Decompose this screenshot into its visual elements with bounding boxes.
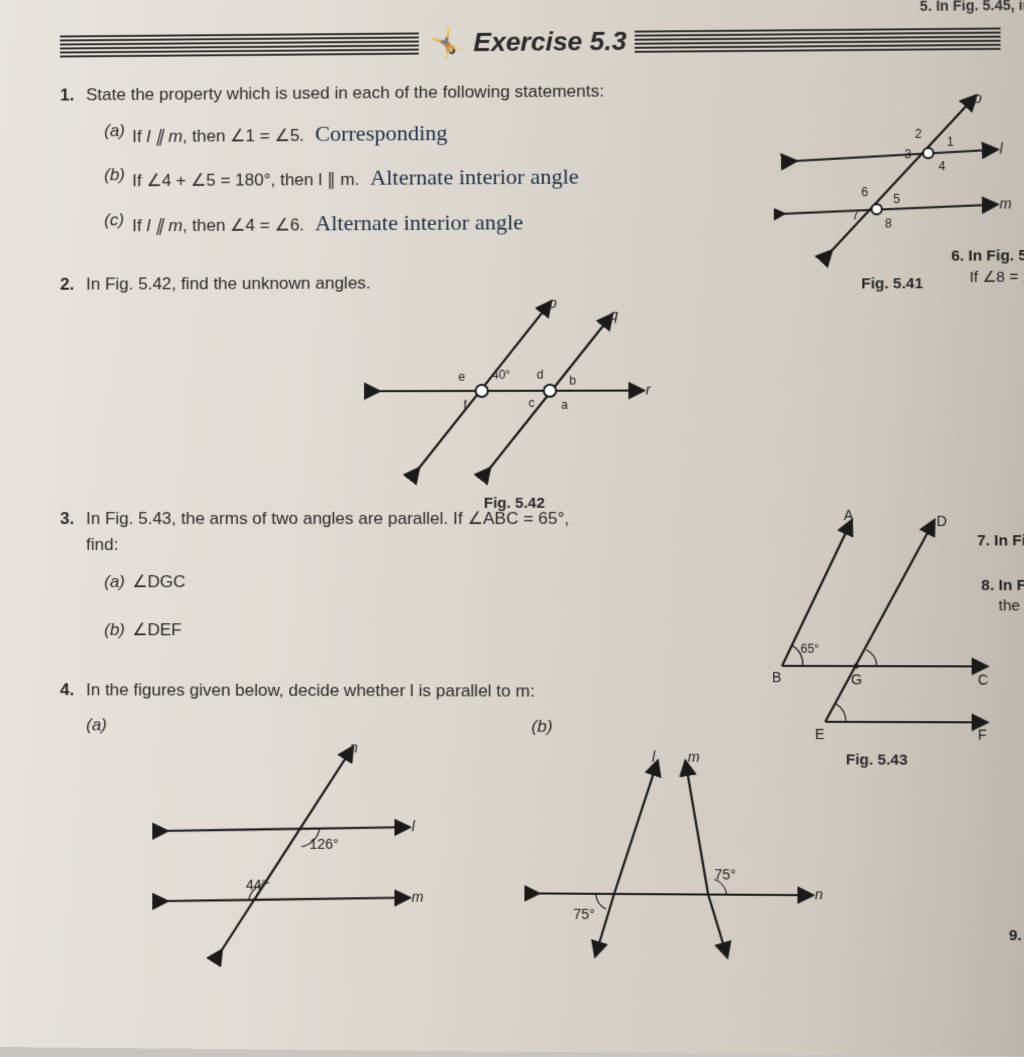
f543-E: E [815,726,825,742]
figure-5-43: A D B G C E F 65° Fig. 5.43 [753,504,1000,753]
q3b-text: ∠DEF [132,620,181,639]
q3-stem-post: find: [86,535,118,554]
q1a-mid: , then ∠1 = ∠5. [183,126,305,146]
frag-6b: If ∠8 = 13 [969,267,1024,286]
page-top-fragment: 5. In Fig. 5.45, in [920,0,1024,14]
q1a-handwriting: Corresponding [315,120,447,146]
q1b-text: If ∠4 + ∠5 = 180°, then l ∥ m. [132,170,359,190]
q1b-label: (b) [104,163,125,190]
page: 5. In Fig. 5.45, in 🤸 Exercise 5.3 State… [0,0,1024,1057]
figure-4b: l m n 75° 75° [524,747,831,971]
f4b-m: m [688,749,700,765]
f542-b: b [569,374,576,388]
f541-2: 2 [915,127,922,141]
frag-8a: 8. In Fig [981,577,1024,594]
f541-7: 7 [852,208,859,222]
f542-r: r [646,381,652,397]
q4-stem: In the figures given below, decide wheth… [86,681,535,701]
q1a-label: (a) [104,118,125,145]
q1-subitems: (a) If l ∥ m, then ∠1 = ∠5. Correspondin… [86,114,735,241]
f543-D: D [937,513,947,529]
figure-5-42: p q r e 40° f d b c a Fig. 5.42 [362,287,667,490]
q3a-text: ∠DGC [132,572,185,591]
f541-6: 6 [861,185,868,199]
f541-1: 1 [947,135,954,149]
f542-c: c [529,396,535,410]
f541-5: 5 [893,192,900,206]
q1a: (a) If l ∥ m, then ∠1 = ∠5. Correspondin… [104,114,735,153]
f543-C: C [978,671,988,687]
q1c-cond: l ∥ m [146,216,182,235]
q1c-label: (c) [104,207,124,234]
q4b-label: (b) [531,713,552,740]
f4b-l: l [652,749,656,765]
f541-l: l [1000,140,1004,156]
q1c: (c) If l ∥ m, then ∠4 = ∠6. Alternate in… [104,203,735,241]
f4a-44: 44° [246,877,267,893]
decor-lines-right [635,27,1001,52]
f4b-n: n [815,886,823,902]
q1b: (b) If ∠4 + ∠5 = 180°, then l ∥ m. Alter… [104,159,735,197]
q3b: (b) ∠DEF [104,617,592,644]
mascot-icon: 🤸 [427,26,466,60]
q1a-pre: If [132,127,146,146]
f4a-126: 126° [309,836,338,852]
f543-ang: 65° [801,642,820,656]
q1-stem: State the property which is used in each… [86,81,604,104]
q1c-handwriting: Alternate interior angle [315,209,523,235]
f543-A: A [844,507,854,523]
f542-d: d [537,368,544,382]
f543-B: B [772,669,782,685]
f541-3: 3 [905,147,912,161]
q1b-handwriting: Alternate interior angle [370,164,579,190]
frag-8b: the lin [998,597,1024,614]
frag-6a: 6. In Fig. 5.4 [951,247,1024,265]
q3-subitems: (a) ∠DGC (b) ∠DEF [86,569,592,645]
f542-e: e [458,370,465,384]
q4a-label: (a) [86,712,107,738]
f542-a: a [561,398,568,412]
q3a: (a) ∠DGC [104,569,592,596]
f542-p: p [548,295,557,311]
f4a-n: n [350,739,358,755]
f541-8: 8 [885,216,892,230]
f541-p: p [973,90,982,106]
exercise-header: 🤸 Exercise 5.3 [60,21,1001,62]
q1c-pre: If [132,216,146,235]
q3a-label: (a) [104,569,125,595]
f4a-m: m [412,889,424,905]
f542-40: 40° [492,368,511,382]
f542-f: f [463,398,467,412]
f542-q: q [610,307,618,323]
q3b-label: (b) [104,617,125,643]
exercise-title: Exercise 5.3 [473,26,626,59]
frag-7: 7. In Fig. [977,532,1024,549]
f4b-75a: 75° [573,906,595,922]
f543-F: F [978,726,987,742]
fig542-label: Fig. 5.42 [362,495,667,512]
q2-stem: In Fig. 5.42, find the unknown angles. [86,273,371,293]
q1c-mid: , then ∠4 = ∠6. [183,215,305,235]
decor-lines-left [60,32,419,57]
f543-G: G [851,671,862,687]
f541-4: 4 [939,159,946,173]
f4a-l: l [412,818,416,834]
figure-4a: n l m 126° 44° [150,736,433,969]
q1a-cond: l ∥ m [146,127,182,146]
frag-9: 9. In [1009,927,1024,945]
f541-m: m [1000,195,1011,211]
f4b-75b: 75° [714,866,736,882]
